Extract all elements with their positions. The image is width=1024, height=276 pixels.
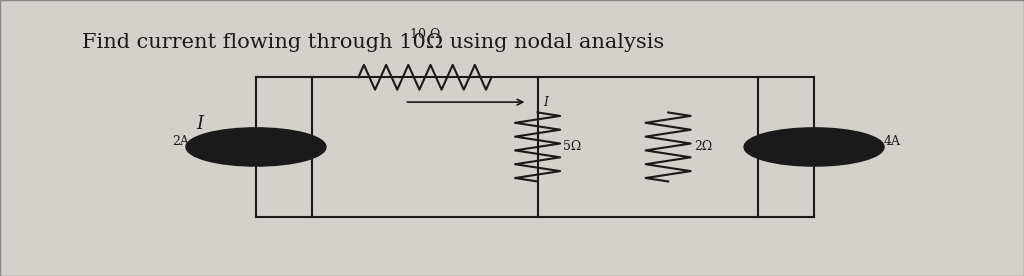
Text: I: I — [543, 95, 548, 109]
Text: Find current flowing through 10Ω using nodal analysis: Find current flowing through 10Ω using n… — [82, 33, 665, 52]
Text: 10 Ω: 10 Ω — [410, 28, 440, 41]
Text: 4A: 4A — [884, 135, 901, 148]
Text: 5Ω: 5Ω — [563, 140, 582, 153]
Text: 2Ω: 2Ω — [694, 140, 712, 153]
Text: 2A: 2A — [173, 135, 189, 148]
Circle shape — [186, 128, 326, 166]
Circle shape — [744, 128, 884, 166]
Text: I: I — [197, 115, 203, 133]
